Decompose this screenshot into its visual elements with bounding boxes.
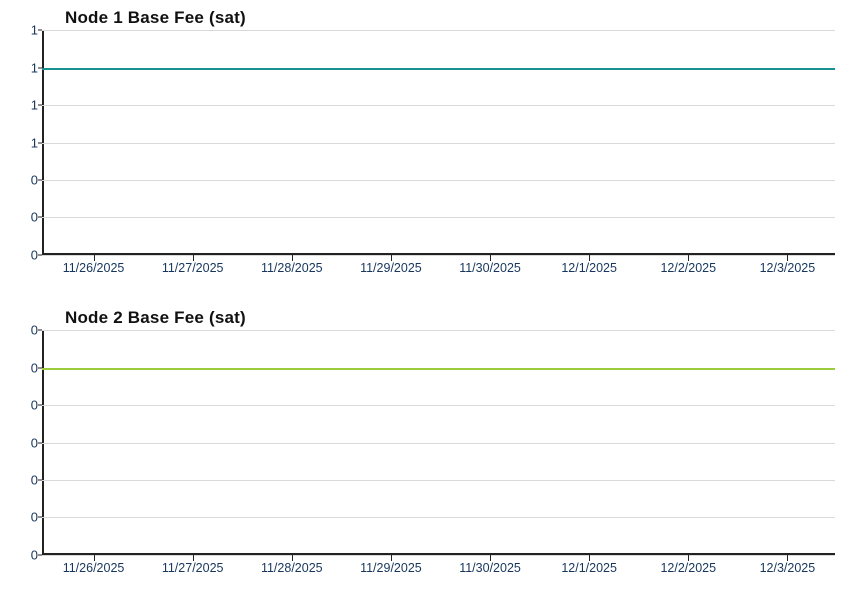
dashboard-root: Node 1 Base Fee (sat) 1 1 1 1 0 0 0 [0,0,860,600]
x-label-node2-1: 11/27/2025 [162,561,224,575]
x-label-node2-3: 11/29/2025 [360,561,422,575]
x-label-node1-5: 12/1/2025 [561,261,617,275]
x-label-node1-3: 11/29/2025 [360,261,422,275]
y-label-node1-0: 1 [20,23,38,38]
chart-title-node2: Node 2 Base Fee (sat) [65,308,850,328]
gridline-node1-5 [42,217,835,218]
x-label-node2-4: 11/30/2025 [459,561,521,575]
y-label-node2-4: 0 [20,473,38,488]
x-label-node1-2: 11/28/2025 [261,261,323,275]
chart-panel-node2: Node 2 Base Fee (sat) 0 0 0 0 0 0 0 [0,300,860,600]
x-label-node1-0: 11/26/2025 [63,261,125,275]
y-label-node2-2: 0 [20,397,38,412]
x-label-node1-4: 11/30/2025 [459,261,521,275]
x-label-node2-7: 12/3/2025 [760,561,816,575]
x-label-node1-6: 12/2/2025 [660,261,716,275]
y-label-node1-4: 0 [20,173,38,188]
y-label-node1-3: 1 [20,135,38,150]
y-label-node2-5: 0 [20,510,38,525]
y-label-node2-3: 0 [20,435,38,450]
gridline-node1-0 [42,30,835,31]
y-label-node1-2: 1 [20,97,38,112]
gridline-node2-3 [42,443,835,444]
gridline-node1-2 [42,105,835,106]
gridline-node1-4 [42,180,835,181]
gridline-node2-0 [42,330,835,331]
y-label-node2-1: 0 [20,360,38,375]
plot-area-node2[interactable]: 0 0 0 0 0 0 0 [42,330,835,555]
x-axis-labels-node1: 11/26/2025 11/27/2025 11/28/2025 11/29/2… [42,255,835,281]
data-line-node1[interactable] [42,68,835,71]
plot-area-node1[interactable]: 1 1 1 1 0 0 0 [42,30,835,255]
gridline-node2-2 [42,405,835,406]
x-label-node2-0: 11/26/2025 [63,561,125,575]
x-label-node1-1: 11/27/2025 [162,261,224,275]
gridline-node2-4 [42,480,835,481]
x-label-node2-5: 12/1/2025 [561,561,617,575]
y-label-node2-0: 0 [20,323,38,338]
y-label-node1-6: 0 [20,248,38,263]
y-label-node1-1: 1 [20,60,38,75]
x-label-node1-7: 12/3/2025 [760,261,816,275]
x-label-node2-6: 12/2/2025 [660,561,716,575]
y-label-node2-6: 0 [20,548,38,563]
x-label-node2-2: 11/28/2025 [261,561,323,575]
chart-panel-node1: Node 1 Base Fee (sat) 1 1 1 1 0 0 0 [0,0,860,300]
chart-title-node1: Node 1 Base Fee (sat) [65,8,850,28]
data-line-node2[interactable] [42,368,835,371]
y-label-node1-5: 0 [20,210,38,225]
gridline-node1-3 [42,143,835,144]
gridline-node2-5 [42,517,835,518]
x-axis-labels-node2: 11/26/2025 11/27/2025 11/28/2025 11/29/2… [42,555,835,581]
